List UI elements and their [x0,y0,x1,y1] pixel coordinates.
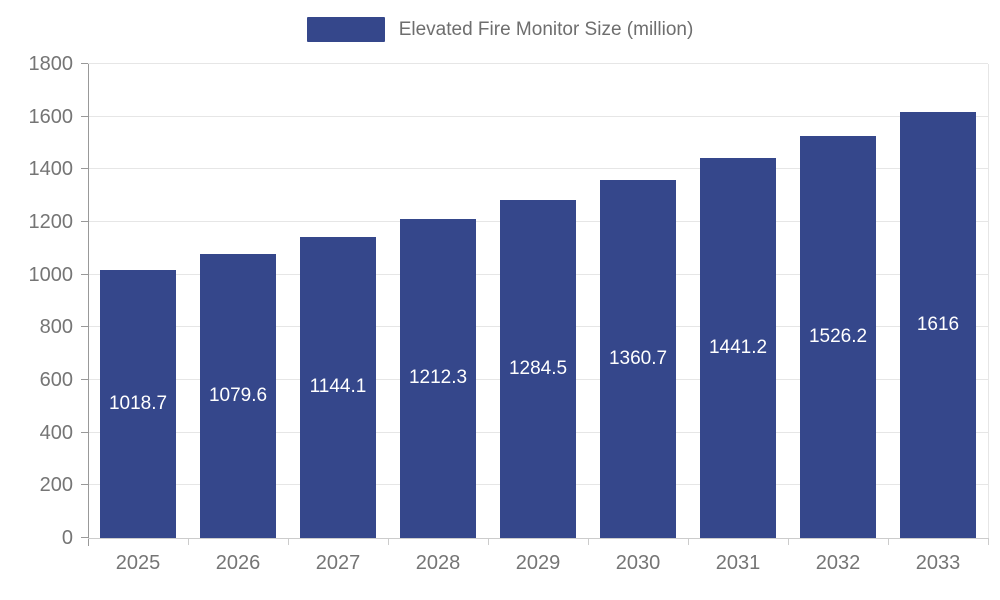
x-axis-tick [788,538,789,545]
y-tick-label: 600 [39,369,73,391]
y-axis-tick [81,431,88,433]
bar-value-label: 1441.2 [708,337,768,359]
y-axis-line [88,64,89,546]
x-tick-label: 2029 [515,552,561,574]
bar[interactable]: 1616 [900,112,976,538]
x-tick-label: 2026 [215,552,261,574]
bar-value-label: 1212.3 [408,367,468,389]
bar[interactable]: 1212.3 [400,218,476,538]
plot-right-border [988,64,989,538]
y-tick-label: 1200 [28,211,74,233]
x-axis-tick [688,538,689,545]
gridline [88,63,988,64]
legend-label: Elevated Fire Monitor Size (million) [398,18,694,40]
gridline [88,115,988,117]
y-axis-tick [81,221,88,222]
bar[interactable]: 1284.5 [500,199,576,538]
y-tick-label: 1400 [28,158,74,181]
y-axis-tick [81,273,88,275]
bar[interactable]: 1360.7 [600,179,676,538]
x-tick-label: 2028 [415,552,461,574]
x-axis-tick [888,538,889,545]
x-tick-label: 2027 [315,552,361,574]
x-axis-tick [288,538,289,545]
x-axis-tick [188,538,189,545]
y-tick-label: 400 [39,421,73,444]
y-tick-label: 1600 [28,105,74,128]
bar-value-label: 1616 [916,314,960,336]
bar[interactable]: 1079.6 [200,253,276,538]
bar-value-label: 1079.6 [208,384,268,406]
x-axis-tick [388,538,389,545]
y-axis-tick [81,63,88,64]
bar-value-label: 1144.1 [309,376,367,398]
y-axis-tick [81,115,88,117]
bar-value-label: 1526.2 [808,326,868,348]
x-tick-label: 2025 [115,552,161,574]
y-axis-tick [81,537,88,538]
x-axis-tick [988,538,989,545]
y-tick-label: 1800 [28,53,74,75]
bar-value-label: 1360.7 [608,347,668,369]
x-tick-label: 2032 [815,552,861,574]
y-tick-label: 0 [61,527,73,549]
x-tick-label: 2031 [715,552,761,574]
x-tick-label: 2033 [915,552,961,574]
legend-swatch [306,17,385,42]
bar[interactable]: 1018.7 [100,269,176,538]
y-axis-tick [81,326,88,328]
y-axis-tick [81,484,88,486]
x-tick-label: 2030 [615,552,661,574]
bar-value-label: 1284.5 [508,357,568,379]
x-axis-line [88,538,989,539]
y-axis-tick [81,168,88,170]
y-tick-label: 200 [39,474,73,497]
x-axis-tick [588,538,589,545]
bar[interactable]: 1144.1 [300,236,376,538]
gridline [88,168,988,170]
legend[interactable]: Elevated Fire Monitor Size (million) [0,17,1000,42]
y-tick-label: 1000 [28,263,74,286]
x-axis-tick [488,538,489,545]
bar[interactable]: 1526.2 [800,136,876,538]
bar-value-label: 1018.7 [108,392,168,414]
bar[interactable]: 1441.2 [700,158,776,538]
y-tick-label: 800 [39,316,73,339]
y-axis-tick [81,379,88,380]
